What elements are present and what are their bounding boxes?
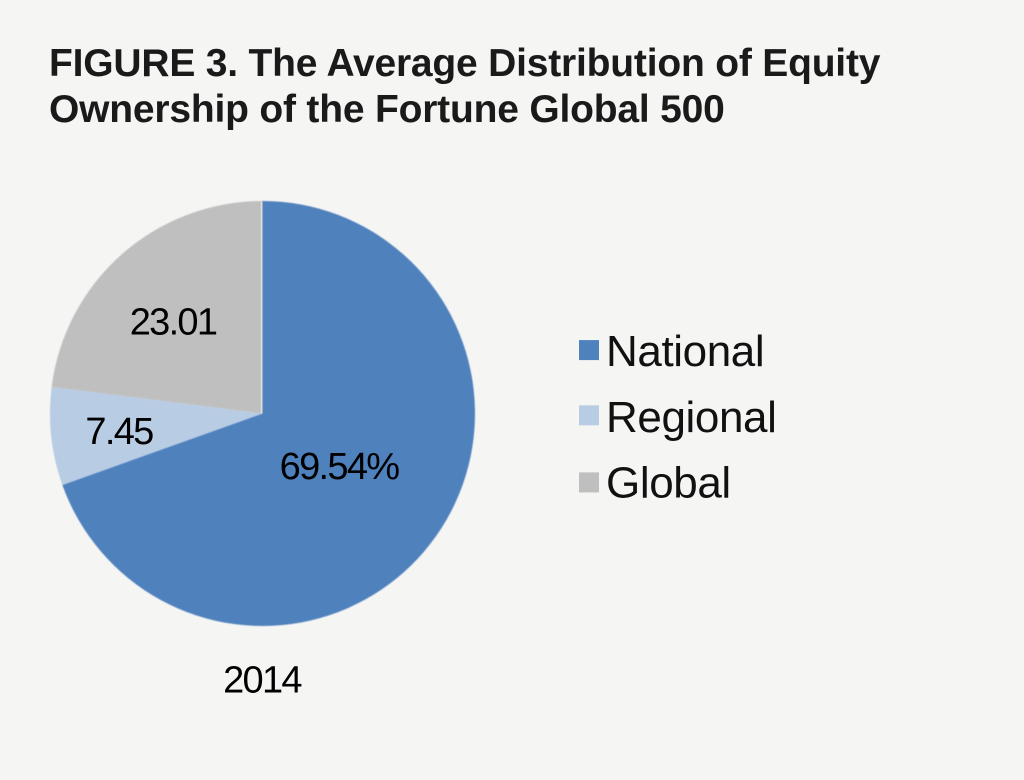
svg-text:2014: 2014 xyxy=(223,660,302,702)
svg-text:Global: Global xyxy=(606,458,731,507)
svg-text:7.45: 7.45 xyxy=(85,411,153,453)
svg-text:69.54%: 69.54% xyxy=(280,446,400,488)
svg-text:National: National xyxy=(606,327,764,376)
svg-text:Regional: Regional xyxy=(606,393,776,442)
svg-text:23.01: 23.01 xyxy=(130,302,217,344)
